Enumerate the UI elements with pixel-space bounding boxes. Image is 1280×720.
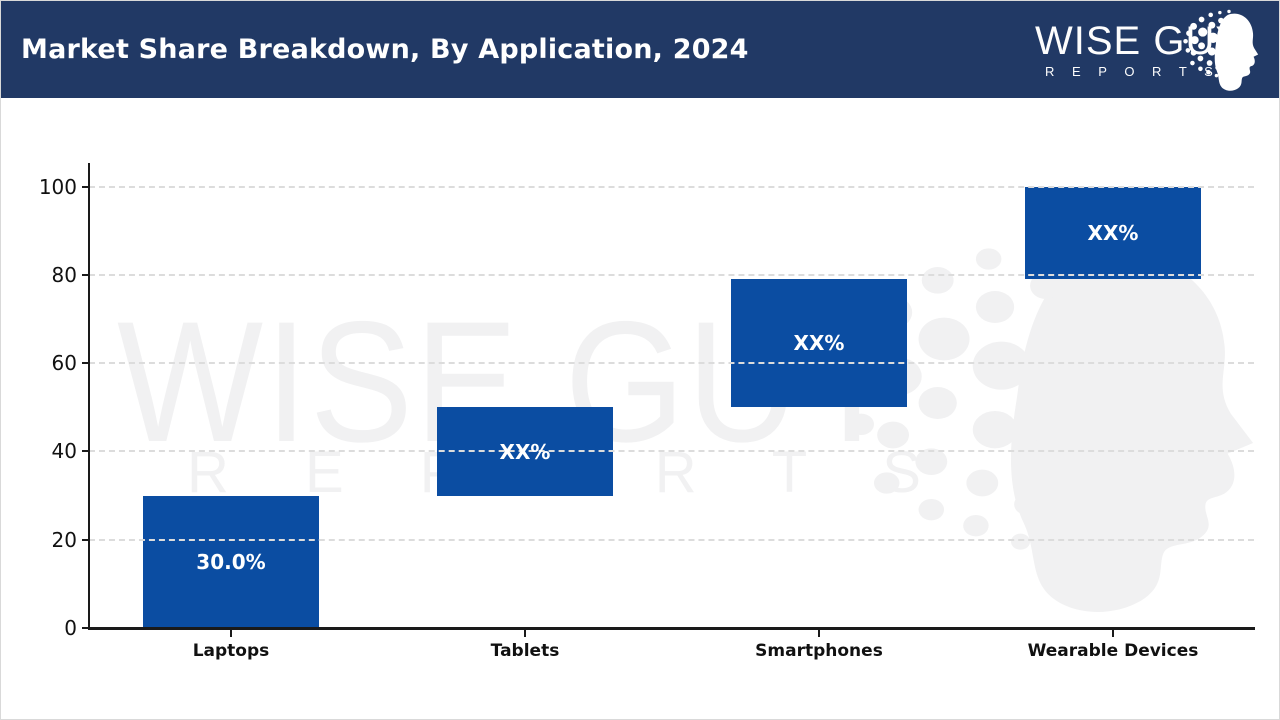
y-tick xyxy=(82,450,89,452)
y-tick xyxy=(82,362,89,364)
bar-laptops xyxy=(143,496,319,628)
y-tick xyxy=(82,539,89,541)
x-axis-spine xyxy=(88,627,1255,630)
bar-wearable-devices xyxy=(1025,187,1201,279)
y-tick xyxy=(82,274,89,276)
x-tick xyxy=(818,630,820,637)
bar-smartphones xyxy=(731,279,907,407)
y-tick-label: 100 xyxy=(38,175,77,199)
logo-tagline: R E P O R T S xyxy=(1045,64,1220,79)
x-category-label: Tablets xyxy=(490,641,560,661)
bar-value-label: 30.0% xyxy=(196,550,266,574)
y-tick-label: 0 xyxy=(64,616,77,640)
y-tick-label: 60 xyxy=(51,351,77,375)
bar-value-label: XX% xyxy=(1087,221,1139,245)
x-tick xyxy=(230,630,232,637)
y-tick xyxy=(82,627,89,629)
x-tick xyxy=(1112,630,1114,637)
y-tick-label: 20 xyxy=(51,528,77,552)
y-tick-label: 40 xyxy=(51,439,77,463)
bar-value-label: XX% xyxy=(499,440,551,464)
x-tick xyxy=(524,630,526,637)
bar-value-label: XX% xyxy=(793,331,845,355)
wise-guy-logo: WISE GUY R E P O R T S xyxy=(973,1,1273,98)
y-axis-spine xyxy=(88,163,90,629)
y-tick xyxy=(82,186,89,188)
x-category-label: Smartphones xyxy=(755,641,883,661)
wiseguy-head-icon xyxy=(1181,8,1261,94)
gridline-20 xyxy=(89,539,1254,541)
y-tick-label: 80 xyxy=(51,263,77,287)
header-band: Market Share Breakdown, By Application, … xyxy=(1,1,1279,98)
gridline-60 xyxy=(89,362,1254,364)
chart-title: Market Share Breakdown, By Application, … xyxy=(21,34,749,65)
x-category-label: Wearable Devices xyxy=(1027,641,1199,661)
gridline-80 xyxy=(89,274,1254,276)
gridline-40 xyxy=(89,450,1254,452)
x-category-label: Laptops xyxy=(192,641,270,661)
gridline-100 xyxy=(89,186,1254,188)
logo-wordmark: WISE GUY xyxy=(1035,19,1244,63)
